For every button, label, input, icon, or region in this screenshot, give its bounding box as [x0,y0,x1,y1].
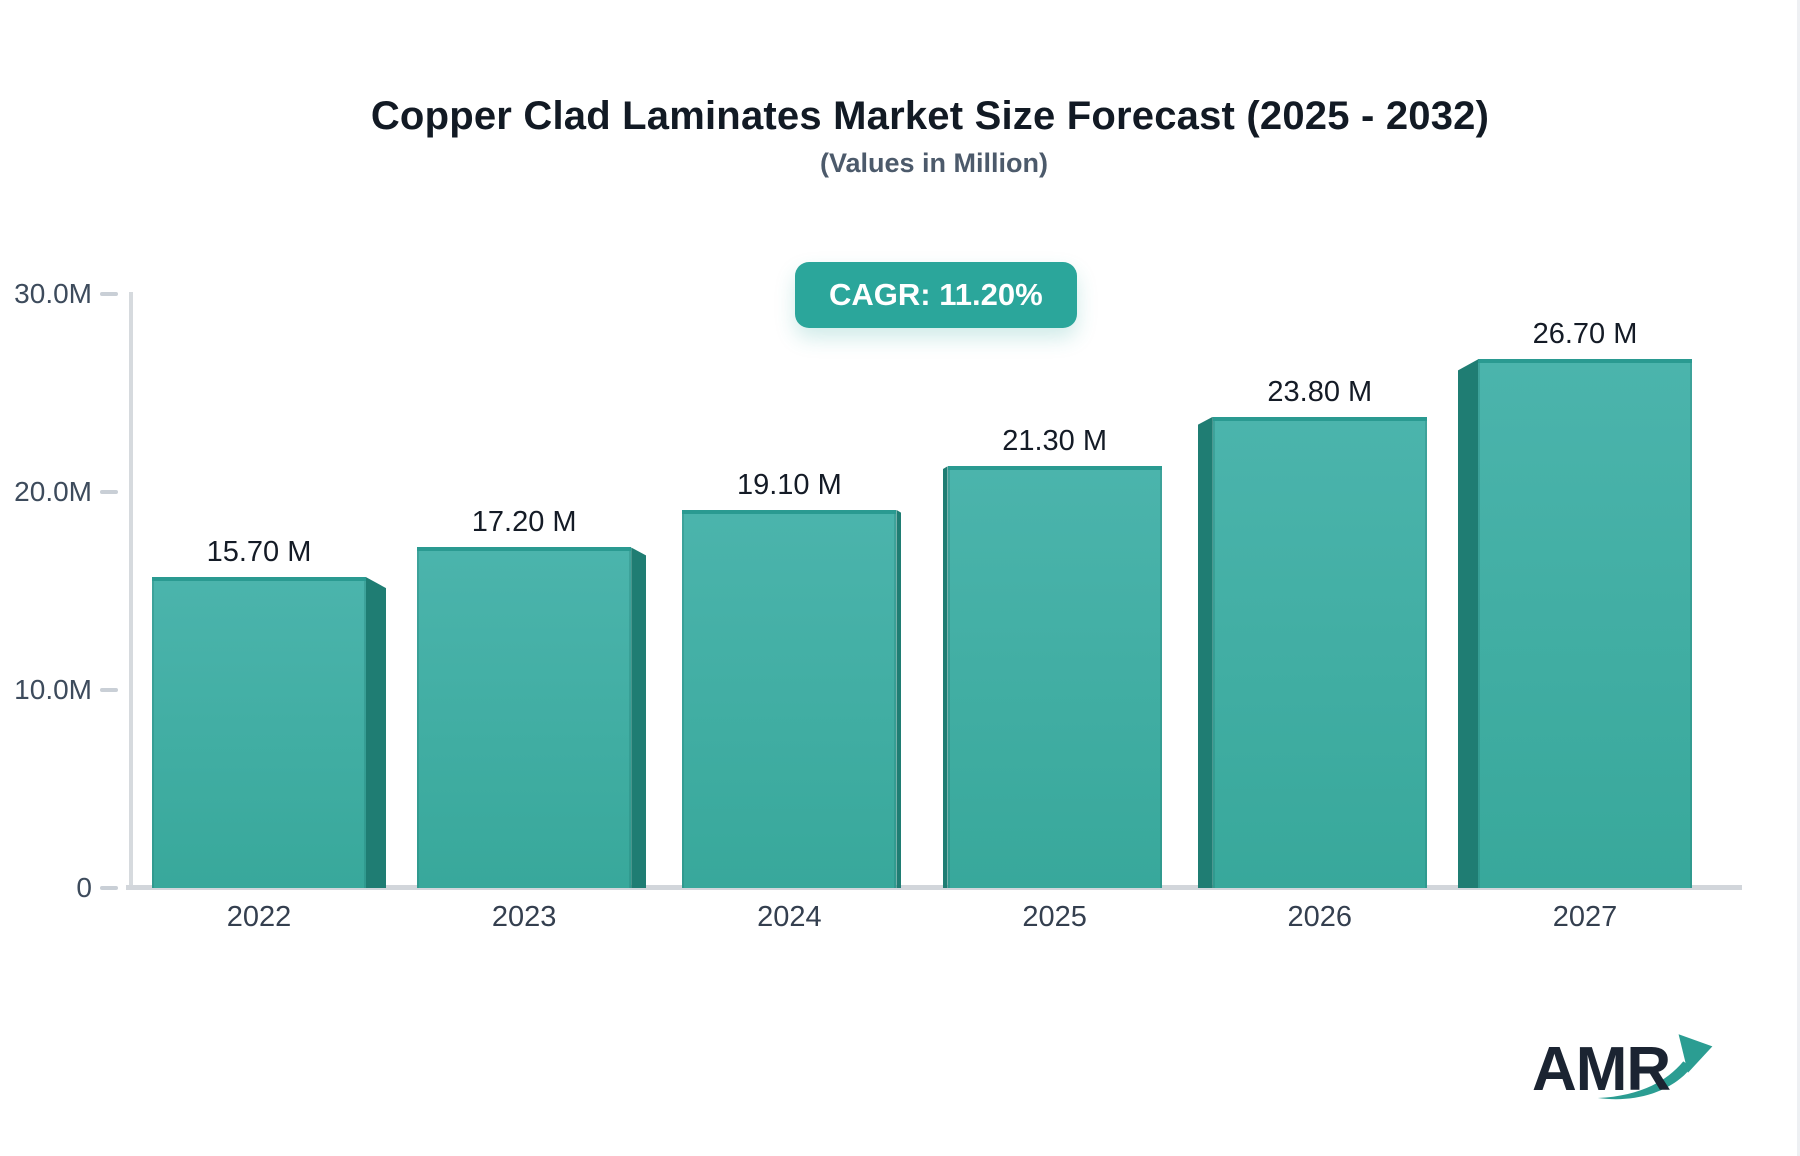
bar-3d-side [1458,359,1478,888]
y-axis-line [129,292,133,890]
y-axis-tick-label: 0 [76,872,92,903]
bar [947,466,1162,888]
bar-3d-side [942,466,948,888]
cagr-badge: CAGR: 11.20% [795,262,1077,328]
logo-text: AMR [1532,1035,1671,1104]
bar [682,509,897,888]
y-axis-tick [100,688,118,692]
x-axis-category-label: 2022 [226,901,292,933]
y-axis-tick [100,292,118,296]
chart-subtitle: (Values in Million) [819,148,1049,178]
bar-value-label: 15.70 M [206,536,312,569]
bar-value-label: 21.30 M [1002,425,1107,458]
trend-arrow-icon [1597,1034,1713,1100]
amr-logo: AMR [1500,1020,1740,1130]
x-axis-category-label: 2026 [1287,901,1353,933]
bar [417,547,632,888]
bar-3d-side [631,547,647,888]
x-axis-category-label: 2025 [1022,901,1087,933]
page-right-edge [1797,0,1800,1156]
bar [152,577,366,888]
x-axis-category-label: 2024 [757,901,822,933]
y-axis-tick-label: 20.0M [14,476,92,507]
bar [1212,416,1427,888]
y-axis-tick [100,490,118,494]
x-axis-category-label: 2027 [1552,901,1618,933]
y-axis-tick [100,886,118,890]
bar-value-label: 26.70 M [1532,318,1638,351]
x-axis-category-label: 2023 [491,901,557,933]
bar-3d-side [1197,416,1213,888]
bar-3d-side [366,577,386,888]
chart-title: Copper Clad Laminates Market Size Foreca… [370,94,1490,138]
y-axis-tick-label: 30.0M [14,278,92,309]
bar-value-label: 19.10 M [736,468,842,501]
bar-3d-side [896,509,902,888]
y-axis-tick-label: 10.0M [14,674,92,705]
bar-value-label: 23.80 M [1267,375,1373,408]
x-axis-line [126,885,1742,890]
bar-value-label: 17.20 M [471,506,577,539]
bar [1478,359,1692,888]
